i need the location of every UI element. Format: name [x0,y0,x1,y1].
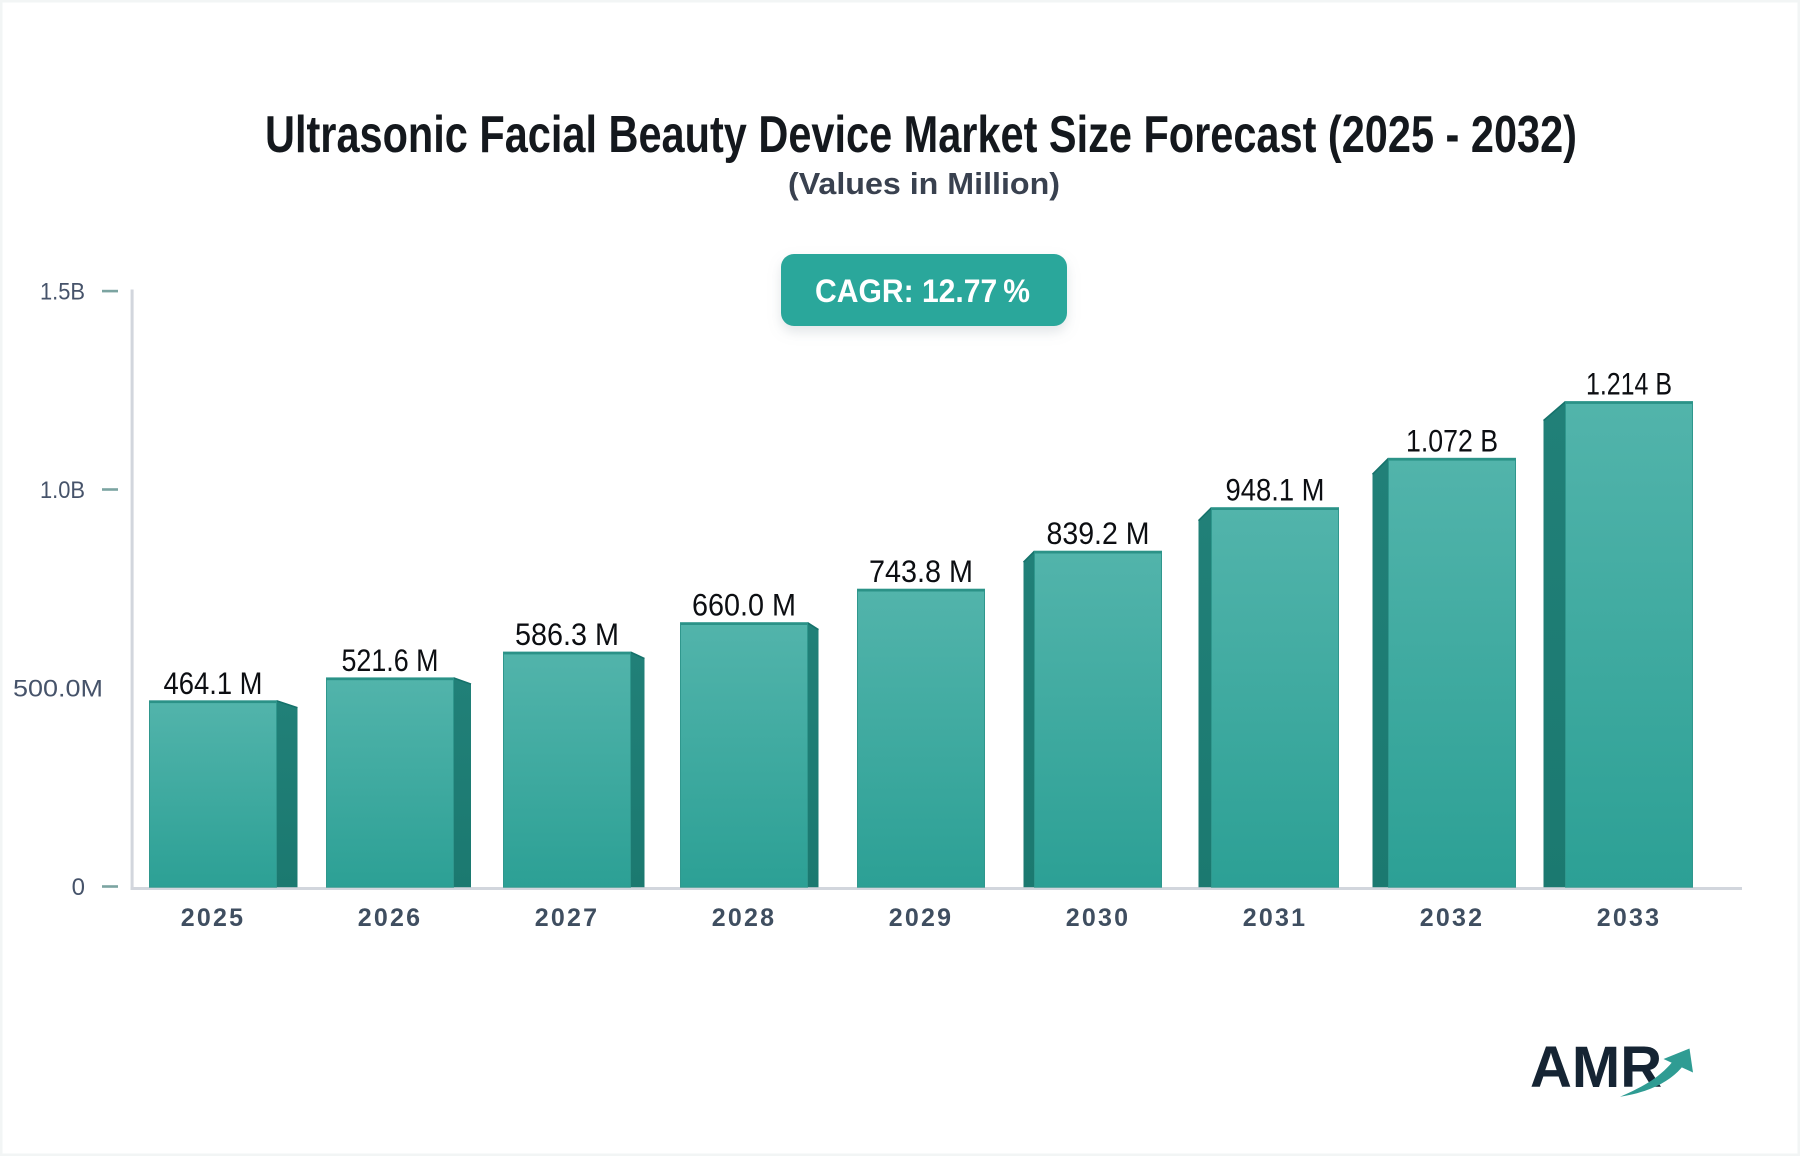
svg-text:2025: 2025 [181,904,245,932]
svg-text:521.6 M: 521.6 M [342,642,439,678]
svg-text:2029: 2029 [889,904,953,932]
svg-text:CAGR: 12.77 %: CAGR: 12.77 % [815,273,1030,309]
svg-text:2033: 2033 [1597,904,1661,932]
svg-text:1.5B: 1.5B [40,279,85,306]
svg-text:839.2 M: 839.2 M [1047,515,1150,551]
svg-text:500.0M: 500.0M [13,675,103,702]
svg-text:1.214 B: 1.214 B [1586,366,1672,402]
svg-text:2028: 2028 [712,904,776,932]
svg-text:948.1 M: 948.1 M [1226,472,1325,508]
svg-text:0: 0 [72,874,85,901]
svg-text:743.8 M: 743.8 M [869,553,973,589]
svg-text:660.0 M: 660.0 M [692,587,796,623]
svg-text:(Values in Million): (Values in Million) [788,166,1060,201]
svg-text:1.0B: 1.0B [40,477,85,504]
svg-text:2030: 2030 [1066,904,1130,932]
svg-text:2026: 2026 [358,904,422,932]
svg-text:2031: 2031 [1243,904,1307,932]
svg-text:464.1 M: 464.1 M [164,665,263,701]
svg-text:586.3 M: 586.3 M [515,616,619,652]
svg-text:2032: 2032 [1420,904,1484,932]
svg-text:2027: 2027 [535,904,599,932]
svg-text:1.072 B: 1.072 B [1406,422,1498,458]
svg-text:Ultrasonic Facial Beauty Devic: Ultrasonic Facial Beauty Device Market S… [265,106,1577,164]
